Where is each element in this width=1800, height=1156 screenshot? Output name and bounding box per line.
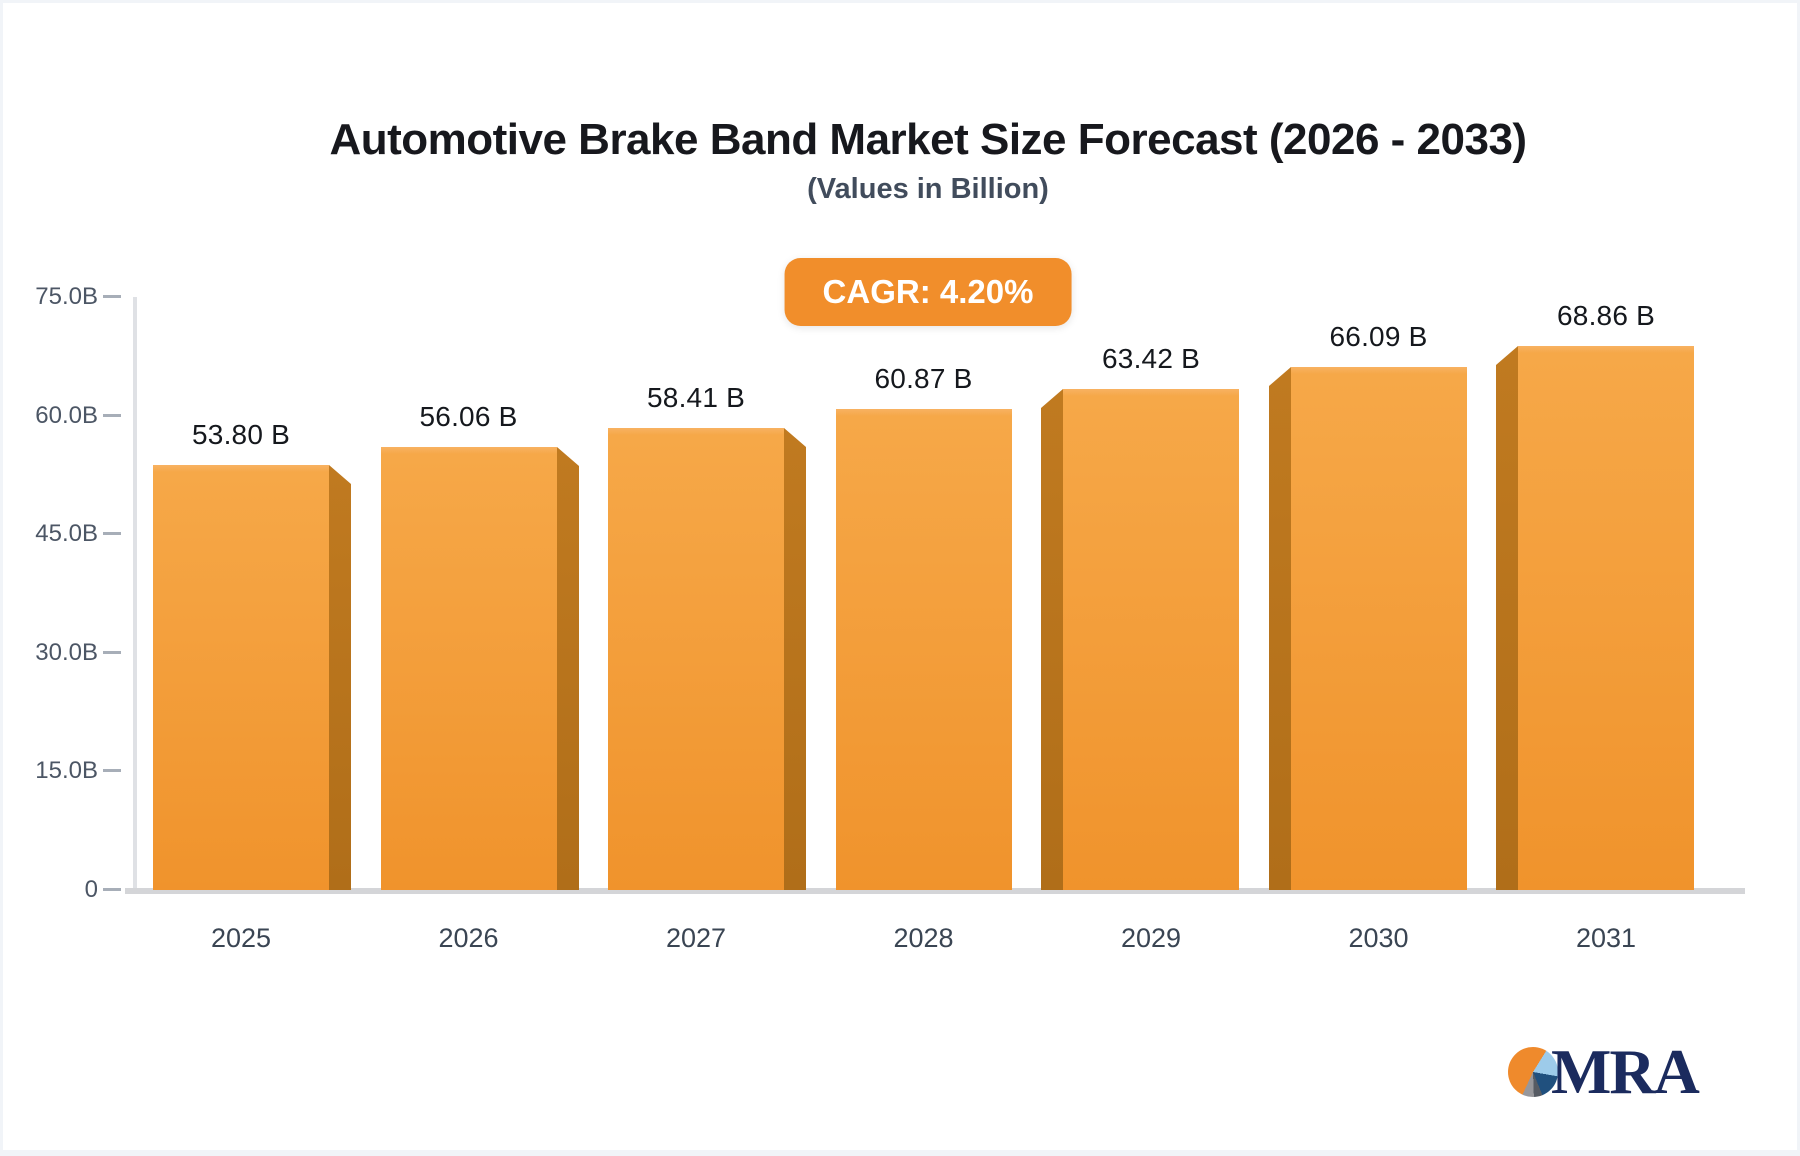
logo-text: MRA: [1551, 1036, 1700, 1107]
y-tick-mark: [103, 888, 121, 891]
x-axis-label-2025: 2025: [210, 923, 272, 953]
bar-value-label: 56.06 B: [419, 401, 518, 432]
bar-2027: [608, 428, 784, 890]
bar-side-face: [557, 447, 579, 890]
y-tick-label: 60.0B: [35, 401, 98, 429]
y-tick-mark: [103, 413, 121, 417]
cagr-badge: CAGR: 4.20%: [784, 258, 1072, 326]
bar-side-face: [1269, 367, 1291, 890]
chart-title: Automotive Brake Band Market Size Foreca…: [329, 115, 1527, 164]
y-tick-label: 0: [84, 876, 98, 903]
mra-logo: MRA: [1508, 1036, 1700, 1107]
x-axis-label-2030: 2030: [1348, 923, 1409, 953]
bar-2029: [1063, 389, 1239, 890]
bar-value-label: 63.42 B: [1102, 343, 1200, 374]
bar-value-label: 60.87 B: [874, 363, 973, 394]
bar-value-label: 66.09 B: [1329, 321, 1428, 352]
x-axis-label-2029: 2029: [1120, 923, 1182, 953]
x-axis-label-2031: 2031: [1575, 923, 1637, 953]
bar-2026: [381, 447, 557, 890]
bar-2030: [1291, 367, 1467, 890]
y-tick-label: 15.0B: [35, 757, 98, 785]
bar-2031: [1518, 346, 1694, 890]
bar-value-label: 68.86 B: [1557, 300, 1655, 331]
y-tick-label: 75.0B: [35, 283, 98, 310]
chart-card: Automotive Brake Band Market Size Foreca…: [3, 3, 1797, 1150]
y-tick-mark: [103, 532, 121, 536]
x-axis-label-2026: 2026: [438, 923, 499, 953]
x-axis-baseline: [125, 888, 1745, 894]
x-axis-label-2028: 2028: [893, 923, 954, 953]
chart-subtitle: (Values in Billion): [807, 173, 1049, 205]
y-axis-line: [133, 297, 137, 890]
bar-side-face: [784, 428, 806, 890]
y-tick-mark: [103, 769, 121, 773]
y-tick-mark: [103, 650, 121, 654]
x-axis-label-2027: 2027: [665, 923, 727, 953]
y-tick-label: 30.0B: [35, 638, 98, 666]
y-tick-label: 45.0B: [35, 520, 98, 548]
y-tick-mark: [103, 295, 121, 298]
pie-chart-logo-icon: [1508, 1047, 1558, 1097]
bar-side-face: [1041, 389, 1063, 890]
bar-value-label: 53.80 B: [192, 419, 290, 450]
bar-2028: [836, 409, 1012, 890]
bar-side-face: [329, 465, 351, 890]
bar-side-face: [1496, 346, 1518, 890]
bar-2025: [153, 465, 329, 890]
bar-value-label: 58.41 B: [647, 382, 745, 413]
